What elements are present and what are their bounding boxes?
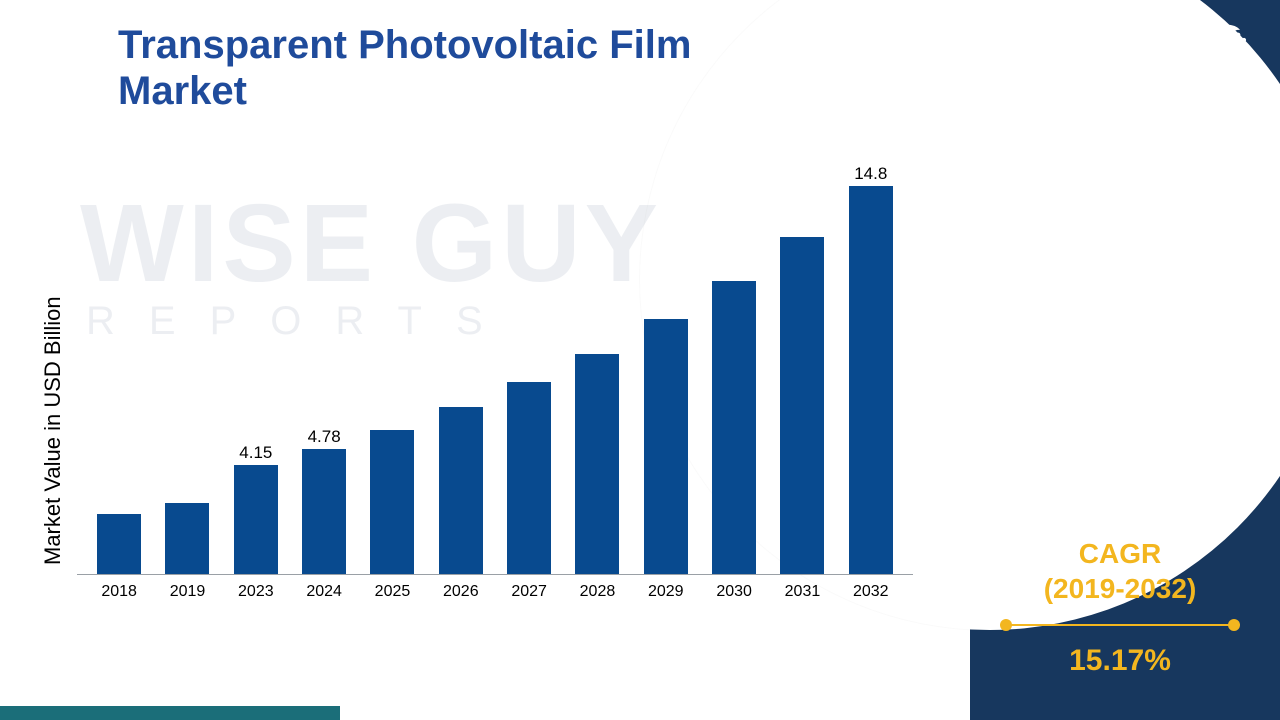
x-tick-label: 2027	[495, 577, 563, 605]
bar	[575, 354, 619, 575]
bar-slot	[768, 237, 836, 574]
bar-value-label: 4.15	[239, 443, 272, 463]
plot-area: 4.15 4.78 14.8	[85, 155, 905, 575]
bar	[780, 237, 824, 574]
bottom-accent-bar	[0, 706, 340, 720]
bar	[370, 430, 414, 574]
bar-slot	[632, 319, 700, 574]
bars-container: 4.15 4.78 14.8	[85, 154, 905, 574]
bar-slot	[700, 281, 768, 574]
bar-chart: 4.154.7814.8 201820192023202420252026202…	[85, 155, 905, 605]
x-tick-label: 2024	[290, 577, 358, 605]
cagr-block: CAGR (2019-2032) 15.17%	[1000, 536, 1240, 678]
bar	[165, 503, 209, 574]
bar-value-label: 4.78	[308, 427, 341, 447]
bar	[712, 281, 756, 574]
bar-value-label: 14.8	[854, 164, 887, 184]
x-tick-label: 2031	[768, 577, 836, 605]
bar	[644, 319, 688, 574]
x-tick-label: 2023	[222, 577, 290, 605]
bar	[507, 382, 551, 574]
page-title: Transparent Photovoltaic Film Market	[118, 22, 738, 114]
bar	[97, 514, 141, 574]
x-tick-label: 2032	[837, 577, 905, 605]
bar-slot: 4.15	[222, 465, 290, 574]
bar-slot: 4.78	[290, 449, 358, 574]
cagr-label: CAGR (2019-2032)	[1000, 536, 1240, 606]
bar-slot	[495, 382, 563, 574]
x-tick-label: 2029	[632, 577, 700, 605]
bar-slot	[358, 430, 426, 574]
bar: 4.15	[234, 465, 278, 574]
bar: 4.78	[302, 449, 346, 574]
page: WISE GUY REPORTS Transparent Photovoltai…	[0, 0, 1280, 720]
x-tick-label: 2025	[358, 577, 426, 605]
cagr-label-line2: (2019-2032)	[1044, 573, 1197, 604]
bar-slot	[153, 503, 221, 574]
x-tick-label: 2019	[153, 577, 221, 605]
x-axis-line	[77, 574, 913, 575]
bar-slot	[427, 407, 495, 574]
x-tick-label: 2028	[563, 577, 631, 605]
brand-main-text: WISE GUY	[1016, 29, 1194, 68]
bar	[439, 407, 483, 574]
x-tick-label: 2030	[700, 577, 768, 605]
cagr-divider	[1006, 624, 1234, 626]
x-tick-label: 2018	[85, 577, 153, 605]
bar-slot: 14.8	[837, 186, 905, 575]
brand-sub-text: REPORTS	[1016, 76, 1252, 93]
x-axis-labels: 2018201920232024202520262027202820292030…	[85, 577, 905, 605]
bar-slot	[85, 514, 153, 574]
bar-slot	[563, 354, 631, 575]
head-icon	[1204, 22, 1252, 74]
cagr-label-line1: CAGR	[1079, 538, 1161, 569]
y-axis-label: Market Value in USD Billion	[40, 296, 66, 565]
x-tick-label: 2026	[427, 577, 495, 605]
brand-logo: WISE GUY REPORTS	[1016, 22, 1252, 93]
bar: 14.8	[849, 186, 893, 575]
cagr-value: 15.17%	[1000, 644, 1240, 678]
